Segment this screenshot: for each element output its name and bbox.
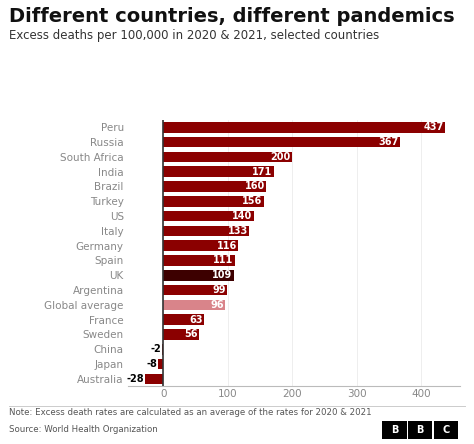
Bar: [164, 137, 400, 147]
Bar: [164, 314, 204, 325]
Text: 111: 111: [213, 255, 234, 266]
Text: B: B: [417, 424, 424, 435]
Text: Different countries, different pandemics: Different countries, different pandemics: [9, 7, 455, 26]
Bar: [164, 196, 264, 206]
Text: Note: Excess death rates are calculated as an average of the rates for 2020 & 20: Note: Excess death rates are calculated …: [9, 408, 372, 417]
Bar: [164, 181, 266, 192]
Bar: [146, 373, 164, 384]
Text: Source: World Health Organization: Source: World Health Organization: [9, 425, 158, 434]
Text: 156: 156: [242, 196, 263, 206]
Text: 56: 56: [185, 329, 198, 340]
Bar: [164, 285, 227, 295]
Text: 116: 116: [217, 241, 237, 251]
Text: -2: -2: [150, 344, 161, 354]
Bar: [164, 211, 254, 222]
Text: B: B: [391, 424, 398, 435]
Bar: [162, 344, 164, 355]
Text: 140: 140: [232, 211, 252, 221]
Bar: [164, 166, 273, 177]
Text: 171: 171: [252, 166, 272, 177]
Text: 437: 437: [423, 122, 444, 132]
Bar: [164, 226, 249, 236]
Text: -8: -8: [146, 359, 157, 369]
Bar: [164, 151, 292, 162]
Text: 160: 160: [245, 182, 265, 191]
Text: C: C: [443, 424, 450, 435]
Text: -28: -28: [127, 374, 144, 384]
Bar: [164, 270, 234, 281]
Bar: [158, 359, 164, 369]
Text: 99: 99: [212, 285, 226, 295]
Bar: [164, 329, 200, 340]
Bar: [164, 255, 235, 266]
Text: 133: 133: [228, 226, 248, 236]
Text: 63: 63: [189, 315, 203, 325]
Bar: [164, 300, 225, 310]
Text: Excess deaths per 100,000 in 2020 & 2021, selected countries: Excess deaths per 100,000 in 2020 & 2021…: [9, 29, 380, 42]
Text: 96: 96: [210, 300, 224, 310]
Text: 200: 200: [271, 152, 291, 162]
Text: 109: 109: [212, 270, 232, 280]
Bar: [164, 122, 445, 133]
Bar: [164, 240, 238, 251]
Text: 367: 367: [378, 137, 399, 147]
